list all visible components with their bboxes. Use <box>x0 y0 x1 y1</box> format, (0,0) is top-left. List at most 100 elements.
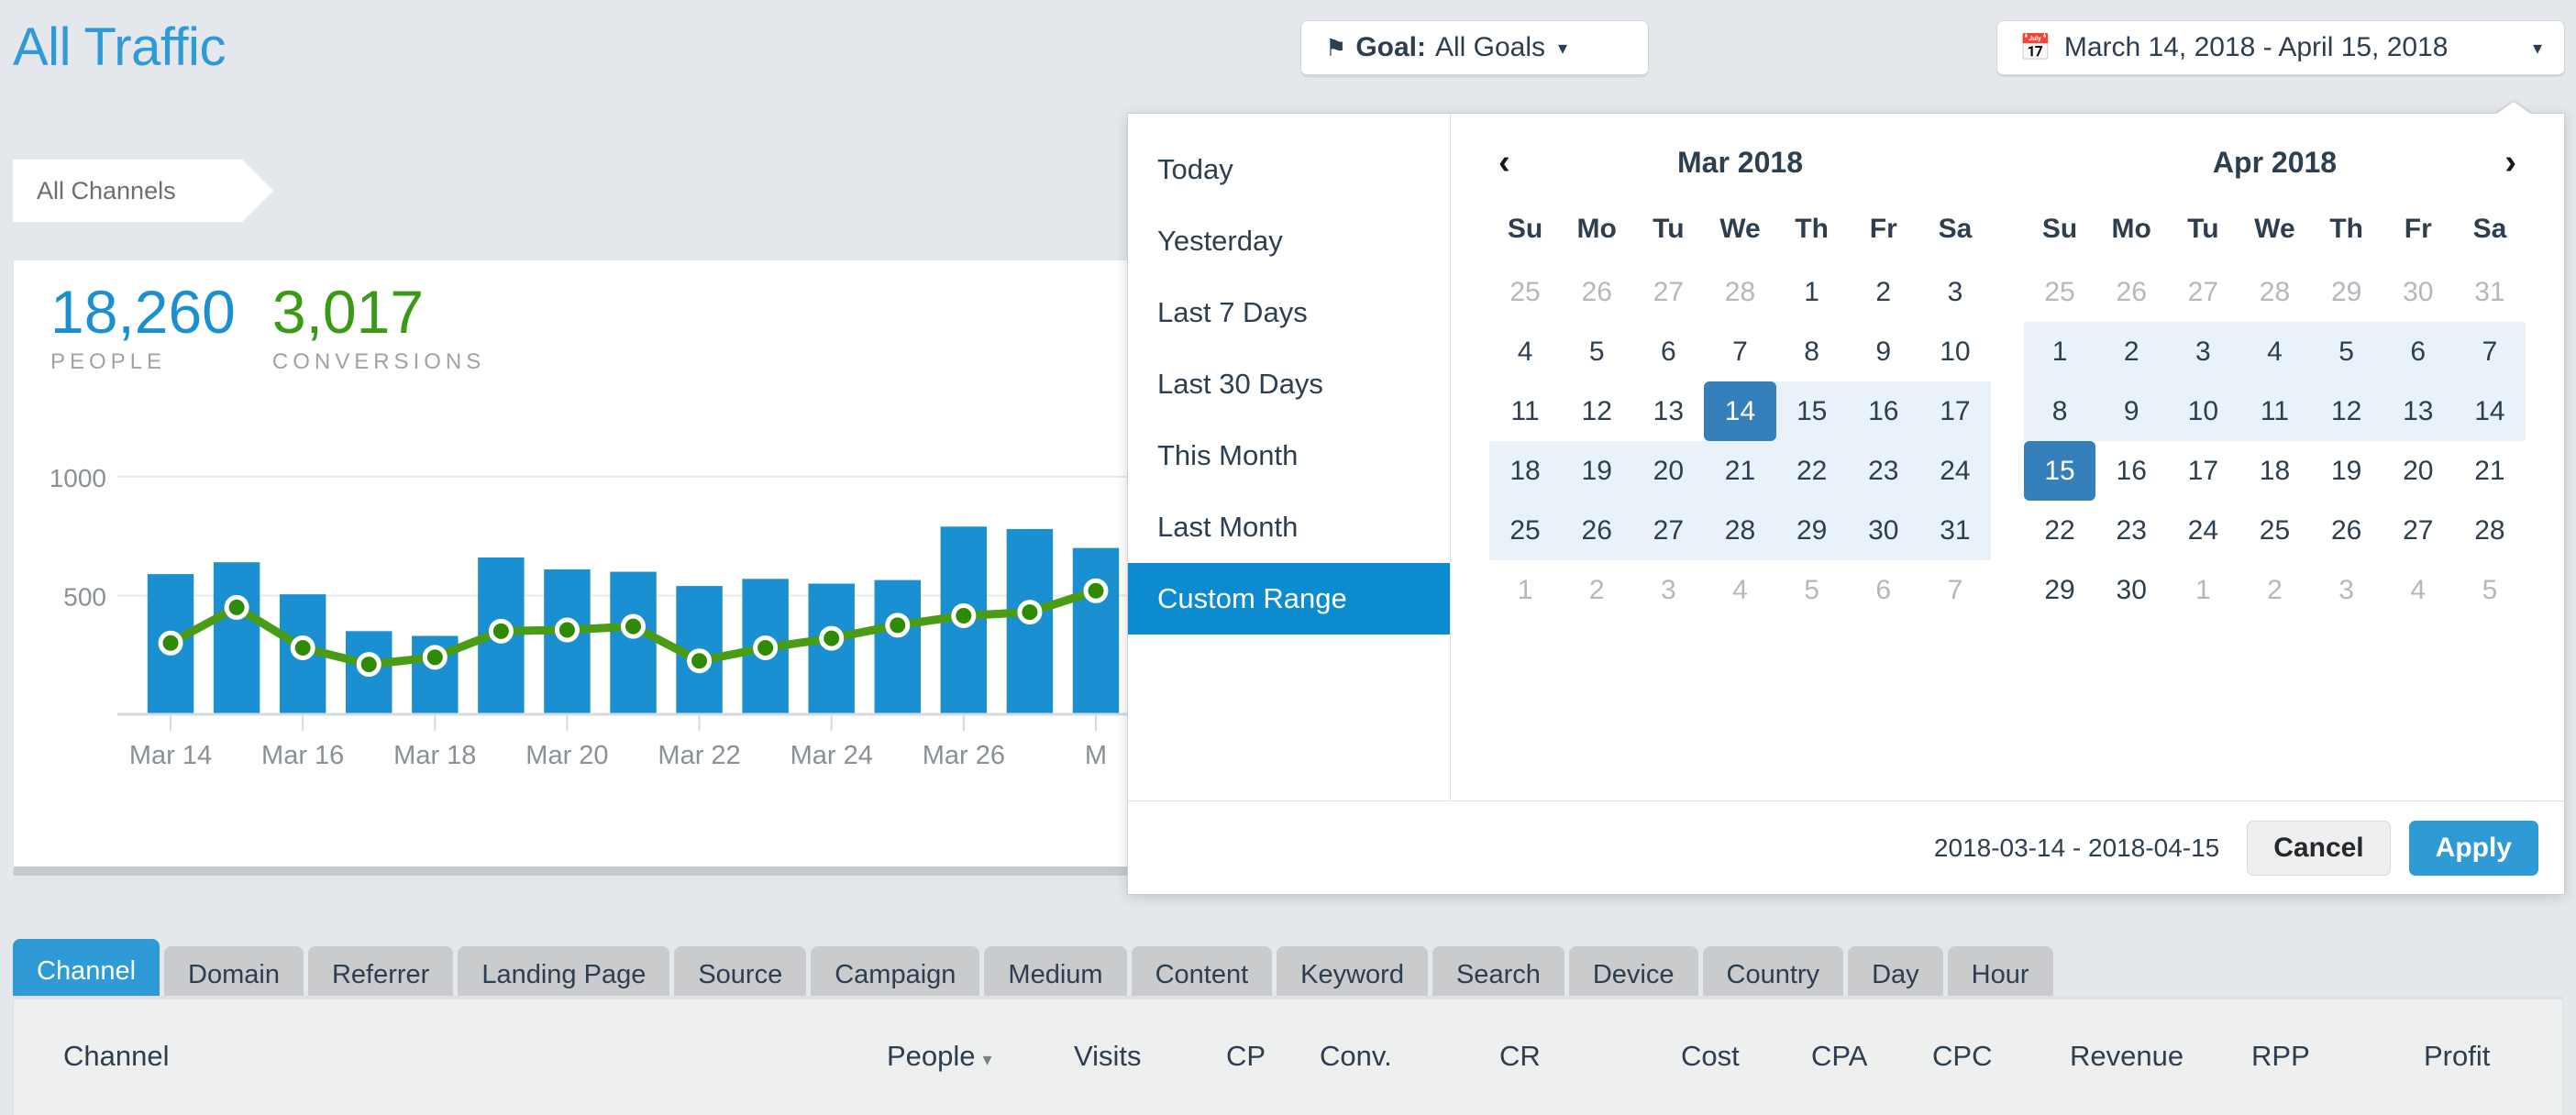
calendar-day[interactable]: 17 <box>1918 381 1991 441</box>
chart-line-point[interactable] <box>554 617 580 643</box>
date-preset-this-month[interactable]: This Month <box>1128 420 1450 491</box>
tab-hour[interactable]: Hour <box>1947 946 2053 1003</box>
date-preset-today[interactable]: Today <box>1128 134 1450 205</box>
chart-line-point[interactable] <box>158 630 183 656</box>
calendar-day[interactable]: 2 <box>2095 322 2168 381</box>
calendar-day[interactable]: 29 <box>1775 501 1848 560</box>
date-preset-custom-range[interactable]: Custom Range <box>1128 563 1450 635</box>
chart-bar[interactable] <box>610 571 657 714</box>
calendar-day[interactable]: 30 <box>1847 501 1919 560</box>
calendar-day-selected[interactable]: 15 <box>2024 441 2096 501</box>
calendar-day[interactable]: 24 <box>2187 514 2219 546</box>
tab-day[interactable]: Day <box>1848 946 1943 1003</box>
calendar-day[interactable]: 27 <box>2187 276 2219 307</box>
chart-line-point[interactable] <box>819 625 845 651</box>
calendar-day[interactable]: 26 <box>1581 276 1612 307</box>
calendar-day[interactable]: 14 <box>2453 381 2526 441</box>
calendar-day[interactable]: 19 <box>2330 455 2362 486</box>
calendar-day[interactable]: 25 <box>1489 501 1562 560</box>
tab-device[interactable]: Device <box>1568 946 1698 1003</box>
calendar-day[interactable]: 1 <box>1517 574 1533 605</box>
calendar-day[interactable]: 13 <box>1653 395 1685 426</box>
date-range-button[interactable]: 📅 March 14, 2018 - April 15, 2018 ▾ <box>1996 20 2565 77</box>
calendar-day[interactable]: 11 <box>1510 395 1540 426</box>
chart-bar[interactable] <box>874 580 921 714</box>
column-header-revenue[interactable]: Revenue <box>2070 1040 2184 1073</box>
chart-line-point[interactable] <box>621 613 646 639</box>
calendar-day[interactable]: 10 <box>2167 381 2239 441</box>
calendar-day[interactable]: 22 <box>1775 441 1848 501</box>
chart-bar[interactable] <box>1072 547 1120 714</box>
calendar-day[interactable]: 15 <box>1775 381 1848 441</box>
tab-channel[interactable]: Channel <box>13 939 160 1003</box>
calendar-day[interactable]: 5 <box>1804 574 1819 605</box>
calendar-day[interactable]: 19 <box>1561 441 1633 501</box>
tab-landing-page[interactable]: Landing Page <box>458 946 670 1003</box>
cancel-button[interactable]: Cancel <box>2247 820 2391 876</box>
calendar-day[interactable]: 23 <box>1847 441 1919 501</box>
date-preset-last-30-days[interactable]: Last 30 Days <box>1128 348 1450 420</box>
tab-content[interactable]: Content <box>1131 946 1273 1003</box>
column-header-people[interactable]: People ▾ <box>887 1040 992 1073</box>
calendar-day[interactable]: 7 <box>2453 322 2526 381</box>
calendar-day[interactable]: 30 <box>2116 574 2147 605</box>
calendar-day[interactable]: 25 <box>1509 276 1541 307</box>
calendar-day[interactable]: 21 <box>1704 441 1776 501</box>
column-header-channel[interactable]: Channel <box>63 1040 169 1073</box>
calendar-day[interactable]: 4 <box>1517 336 1533 367</box>
date-preset-last-7-days[interactable]: Last 7 Days <box>1128 277 1450 348</box>
calendar-day[interactable]: 28 <box>2259 276 2291 307</box>
calendar-day[interactable]: 27 <box>1653 276 1685 307</box>
chevron-left-icon[interactable]: ‹ <box>1498 143 1510 182</box>
chart-line-point[interactable] <box>687 648 713 674</box>
calendar-day[interactable]: 16 <box>2116 455 2147 486</box>
calendar-day[interactable]: 12 <box>2310 381 2383 441</box>
calendar-day[interactable]: 24 <box>1918 441 1991 501</box>
column-header-conv[interactable]: Conv. <box>1320 1040 1392 1073</box>
calendar-day[interactable]: 1 <box>2024 322 2096 381</box>
calendar-day[interactable]: 28 <box>2474 514 2505 546</box>
column-header-cp[interactable]: CP <box>1226 1040 1266 1073</box>
calendar-day[interactable]: 25 <box>2259 514 2291 546</box>
calendar-day[interactable]: 22 <box>2044 514 2075 546</box>
calendar-day[interactable]: 4 <box>2410 574 2427 605</box>
calendar-day[interactable]: 10 <box>1940 336 1971 367</box>
chart-line-point[interactable] <box>951 602 977 628</box>
goal-filter-button[interactable]: ⚑ Goal: All Goals ▾ <box>1300 20 1649 77</box>
calendar-day[interactable]: 20 <box>2403 455 2434 486</box>
column-header-visits[interactable]: Visits <box>1074 1040 1142 1073</box>
calendar-day[interactable]: 9 <box>1875 336 1892 367</box>
calendar-day[interactable]: 7 <box>1947 574 1963 605</box>
calendar-day[interactable]: 23 <box>2116 514 2147 546</box>
calendar-day[interactable]: 31 <box>1918 501 1991 560</box>
column-header-cpa[interactable]: CPA <box>1811 1040 1867 1073</box>
calendar-day[interactable]: 1 <box>1804 276 1819 307</box>
chart-line-point[interactable] <box>1083 578 1109 603</box>
column-header-rpp[interactable]: RPP <box>2251 1040 2310 1073</box>
calendar-day[interactable]: 3 <box>1661 574 1676 605</box>
chevron-right-icon[interactable]: › <box>2504 143 2516 182</box>
calendar-day[interactable]: 26 <box>1561 501 1633 560</box>
calendar-day[interactable]: 5 <box>2482 574 2498 605</box>
calendar-day[interactable]: 28 <box>1704 501 1776 560</box>
calendar-day[interactable]: 29 <box>2330 276 2362 307</box>
calendar-day[interactable]: 3 <box>2167 322 2239 381</box>
calendar-day[interactable]: 2 <box>2267 574 2283 605</box>
calendar-day[interactable]: 4 <box>1732 574 1748 605</box>
chart-line-point[interactable] <box>753 635 779 660</box>
tab-referrer[interactable]: Referrer <box>307 946 454 1003</box>
calendar-day[interactable]: 27 <box>2403 514 2434 546</box>
chart-line-point[interactable] <box>1017 600 1043 625</box>
date-preset-yesterday[interactable]: Yesterday <box>1128 205 1450 277</box>
calendar-day[interactable]: 5 <box>2310 322 2383 381</box>
column-header-cr[interactable]: CR <box>1499 1040 1541 1073</box>
calendar-day[interactable]: 5 <box>1588 336 1605 367</box>
tab-source[interactable]: Source <box>674 946 807 1003</box>
calendar-day-selected[interactable]: 14 <box>1704 381 1776 441</box>
calendar-day[interactable]: 2 <box>1588 574 1605 605</box>
tab-country[interactable]: Country <box>1702 946 1844 1003</box>
calendar-day[interactable]: 30 <box>2403 276 2434 307</box>
calendar-day[interactable]: 29 <box>2044 574 2075 605</box>
apply-button[interactable]: Apply <box>2408 820 2538 876</box>
calendar-day[interactable]: 27 <box>1632 501 1705 560</box>
